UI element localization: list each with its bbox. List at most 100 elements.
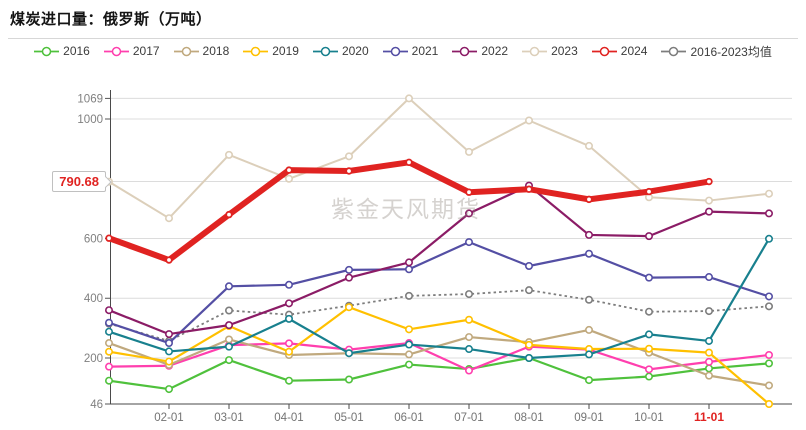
legend-item-2022[interactable]: 2022 <box>452 44 508 58</box>
data-point <box>105 234 113 242</box>
legend-marker-icon <box>591 46 617 56</box>
series-2022 <box>105 181 773 339</box>
data-point <box>105 327 114 336</box>
y-tick-label: 600 <box>84 234 103 246</box>
legend-item-2019[interactable]: 2019 <box>243 44 299 58</box>
series-line-2016-2023均值 <box>108 289 770 342</box>
data-point <box>344 303 353 312</box>
data-point <box>524 286 533 295</box>
series-line-2016 <box>108 356 770 391</box>
legend-label: 2024 <box>620 44 648 58</box>
data-point <box>344 265 353 274</box>
legend-label: 2023 <box>551 44 578 58</box>
series-2023 <box>105 94 773 223</box>
legend-marker-icon <box>452 46 478 56</box>
legend-label: 2019 <box>272 44 299 58</box>
data-point <box>285 166 293 174</box>
x-tick-label: 03-01 <box>214 412 243 424</box>
latest-value: 790.68 <box>59 174 99 190</box>
data-point <box>465 188 473 196</box>
data-point <box>644 344 653 353</box>
data-point <box>105 347 114 356</box>
data-point <box>225 150 234 159</box>
data-point <box>225 342 234 351</box>
data-point <box>525 185 533 193</box>
legend-marker-icon <box>34 46 60 56</box>
data-point <box>345 167 353 175</box>
legend-item-2018[interactable]: 2018 <box>173 44 229 58</box>
data-point <box>165 330 174 339</box>
legend-marker-icon <box>522 46 548 56</box>
series-line-2017 <box>108 341 770 372</box>
data-point <box>404 325 413 334</box>
data-point <box>764 381 773 390</box>
legend-marker-icon <box>312 46 338 56</box>
chart-title: 煤炭进口量：俄罗斯（万吨） <box>10 11 212 28</box>
data-point <box>704 357 713 366</box>
data-point <box>524 340 533 349</box>
data-point <box>284 347 293 356</box>
data-point <box>464 238 473 247</box>
legend-label: 2016 <box>63 44 90 58</box>
legend-item-2024[interactable]: 2024 <box>591 44 648 58</box>
data-point <box>225 321 234 330</box>
data-point <box>165 357 174 366</box>
data-point <box>704 273 713 282</box>
data-point <box>404 340 413 349</box>
legend-marker-icon <box>661 46 687 56</box>
data-point <box>404 94 413 103</box>
data-point <box>764 292 773 301</box>
data-point <box>464 345 473 354</box>
legend-marker-icon <box>382 46 408 56</box>
data-point <box>105 376 114 385</box>
data-point <box>464 366 473 375</box>
data-point <box>284 280 293 289</box>
data-point <box>704 207 713 216</box>
data-point <box>404 350 413 359</box>
legend-item-2017[interactable]: 2017 <box>103 44 160 58</box>
data-point <box>344 375 353 384</box>
legend-item-2020[interactable]: 2020 <box>312 44 369 58</box>
data-point <box>284 299 293 308</box>
data-point <box>105 339 114 348</box>
legend-label: 2022 <box>481 44 509 58</box>
data-point <box>225 306 234 315</box>
data-point <box>584 141 593 150</box>
series-2017 <box>105 339 773 375</box>
data-point <box>764 189 773 198</box>
title-separator <box>8 38 798 39</box>
data-point <box>464 315 473 324</box>
data-point <box>644 273 653 282</box>
data-point <box>165 385 174 394</box>
legend-label: 2016-2023均值 <box>690 44 772 59</box>
data-point <box>764 359 773 368</box>
data-point <box>464 333 473 342</box>
data-point <box>644 232 653 241</box>
data-point <box>404 265 413 274</box>
data-point <box>764 302 773 311</box>
data-point <box>225 282 234 291</box>
series-2019 <box>105 303 773 408</box>
latest-value-callout: 790.68 <box>52 171 112 193</box>
legend-item-2016-2023均值[interactable]: 2016-2023均值 <box>661 43 772 60</box>
data-point <box>644 372 653 381</box>
x-tick-label: 10-01 <box>634 412 663 424</box>
data-point <box>644 330 653 339</box>
legend-item-2023[interactable]: 2023 <box>522 44 578 58</box>
data-point <box>284 339 293 348</box>
x-tick-label: 07-01 <box>454 412 483 424</box>
data-point <box>704 307 713 316</box>
data-point <box>584 249 593 258</box>
data-point <box>584 376 593 385</box>
legend-item-2016[interactable]: 2016 <box>34 44 90 58</box>
data-point <box>225 335 234 344</box>
data-point <box>704 364 713 373</box>
data-point <box>405 158 413 167</box>
data-point <box>105 306 114 315</box>
y-tick-label: 1069 <box>77 93 103 105</box>
data-point <box>404 291 413 300</box>
data-point <box>464 147 473 156</box>
series-line-2020 <box>108 238 770 360</box>
legend-item-2021[interactable]: 2021 <box>382 44 438 58</box>
data-point <box>704 196 713 205</box>
